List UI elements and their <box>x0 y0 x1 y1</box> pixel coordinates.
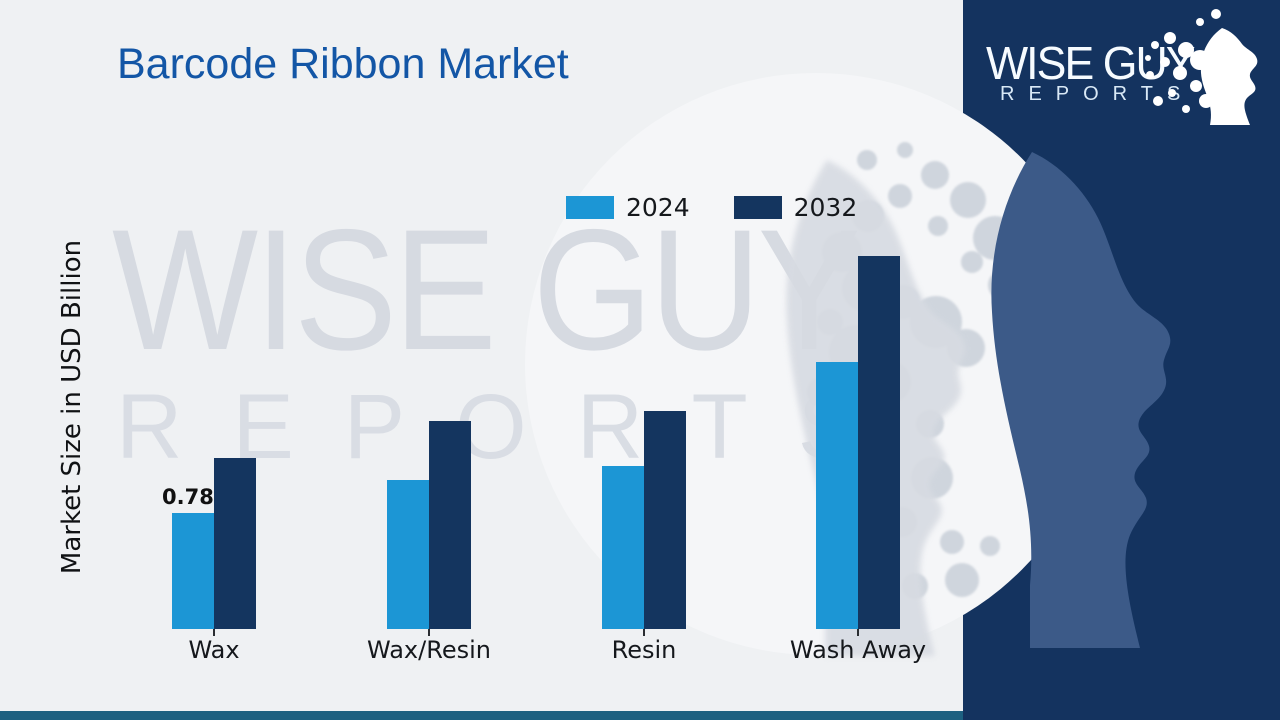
bar-2032-wax <box>214 458 256 629</box>
x-category-label: Wax/Resin <box>367 636 491 664</box>
legend-swatch-2032 <box>733 196 782 219</box>
bottom-teal-strip <box>0 711 963 720</box>
bar-2032-resin <box>644 411 686 629</box>
page-title: Barcode Ribbon Market <box>117 40 569 88</box>
watermark-wiseguy-text: WISE GUY <box>112 194 861 386</box>
legend-item-2024: 2024 <box>566 193 690 222</box>
bar-2024-wax <box>172 513 214 629</box>
bar-2024-wash-away <box>816 362 858 629</box>
x-category-label: Resin <box>611 636 677 664</box>
x-category-label: Wax <box>188 636 240 664</box>
bar-value-label: 0.78 <box>162 485 214 509</box>
bar-2024-resin <box>602 466 644 629</box>
logo-reports-text: REPORTS <box>1000 83 1195 105</box>
bar-2032-wash-away <box>858 256 900 629</box>
x-axis-tick <box>643 629 645 636</box>
bar-2024-wax-resin <box>387 480 429 629</box>
legend-swatch-2024 <box>566 196 614 219</box>
x-axis-tick <box>857 629 859 636</box>
x-category-label: Wash Away <box>789 636 927 664</box>
watermark-reports-text: REPORTS <box>116 376 910 478</box>
legend-label-2024: 2024 <box>626 193 690 222</box>
x-axis-tick <box>428 629 430 636</box>
x-axis-tick <box>213 629 215 636</box>
bar-2032-wax-resin <box>429 421 471 629</box>
